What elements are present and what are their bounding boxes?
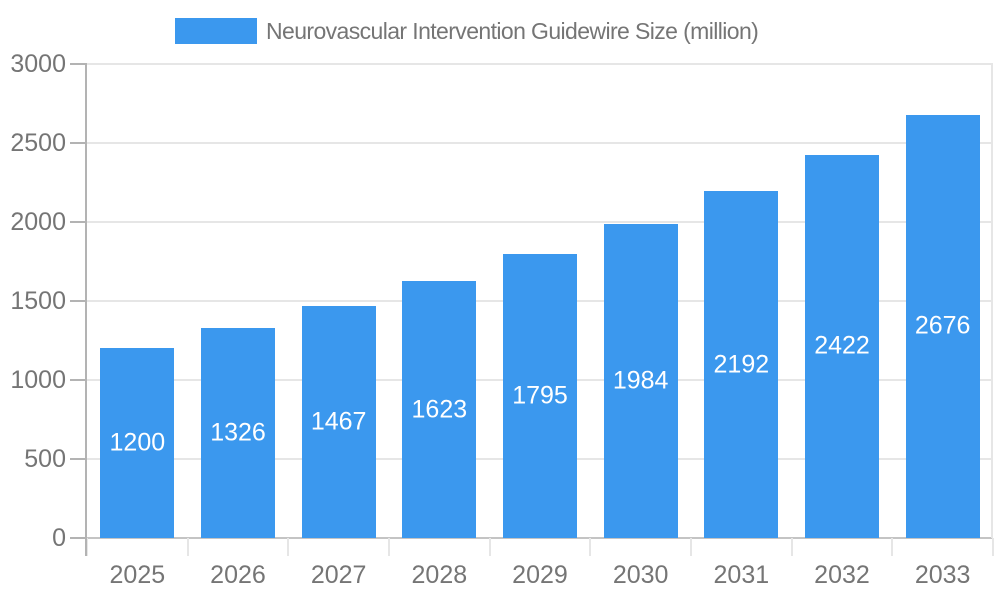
y-axis-tick (70, 457, 87, 460)
x-axis-tick (488, 538, 491, 556)
x-axis-label: 2033 (914, 561, 971, 589)
bar[interactable]: 1467 (301, 305, 376, 538)
y-axis-label: 500 (24, 444, 66, 473)
x-axis-tick (186, 538, 189, 556)
x-axis-label: 2027 (310, 561, 367, 589)
x-axis-label: 2031 (713, 561, 770, 589)
x-axis-tick (690, 538, 692, 556)
x-axis-tick (86, 538, 88, 556)
y-gridline (87, 220, 993, 223)
y-axis-label: 1000 (10, 365, 66, 394)
bar-value-label: 1467 (310, 407, 367, 436)
x-axis-tick (589, 538, 592, 556)
bar-value-label: 1623 (411, 395, 468, 424)
bar-value-label: 2422 (814, 331, 870, 360)
y-axis-tick (70, 220, 87, 223)
y-axis-tick (70, 537, 87, 539)
bar[interactable]: 1623 (402, 281, 477, 538)
x-axis-label: 2028 (411, 561, 468, 589)
bar-value-label: 1326 (210, 418, 266, 447)
bar-value-label: 1984 (612, 366, 669, 395)
bar[interactable]: 1795 (503, 254, 577, 538)
x-axis-tick (992, 538, 994, 556)
bar-value-label: 1795 (512, 381, 568, 410)
y-gridline (87, 62, 993, 65)
y-axis-label: 0 (52, 524, 66, 552)
y-axis-tick (70, 141, 87, 144)
bar-value-label: 2676 (914, 311, 971, 340)
bar-value-label: 2192 (713, 350, 770, 379)
bar[interactable]: 2192 (704, 191, 779, 538)
y-axis-line (85, 63, 87, 556)
x-axis-label: 2032 (814, 561, 870, 589)
y-axis-label: 2000 (10, 207, 66, 236)
y-axis-tick (70, 62, 87, 65)
x-axis-label: 2026 (210, 561, 266, 589)
y-axis-label: 2500 (10, 128, 66, 157)
bar[interactable]: 1984 (603, 224, 678, 538)
x-axis-label: 2029 (512, 561, 568, 589)
y-axis-label: 3000 (10, 49, 66, 78)
bar-value-label: 1200 (109, 428, 166, 457)
bar[interactable]: 2422 (805, 154, 879, 538)
x-axis-label: 2025 (109, 561, 166, 589)
plot-right-border (991, 63, 993, 538)
x-axis-label: 2030 (612, 561, 669, 589)
y-axis-tick (70, 299, 87, 302)
bar[interactable]: 2676 (905, 114, 980, 538)
y-gridline (87, 537, 993, 539)
x-axis-tick (388, 538, 390, 556)
x-axis-tick (287, 538, 290, 556)
x-axis-tick (891, 538, 894, 556)
y-gridline (87, 141, 993, 144)
legend-swatch (175, 18, 257, 44)
bar[interactable]: 1200 (100, 348, 175, 538)
legend-label: Neurovascular Intervention Guidewire Siz… (266, 18, 759, 44)
bar[interactable]: 1326 (201, 328, 275, 538)
chart-legend[interactable]: Neurovascular Intervention Guidewire Siz… (175, 17, 759, 45)
x-axis-tick (790, 538, 793, 556)
y-axis-tick (70, 378, 87, 381)
y-axis-label: 1500 (10, 286, 66, 315)
